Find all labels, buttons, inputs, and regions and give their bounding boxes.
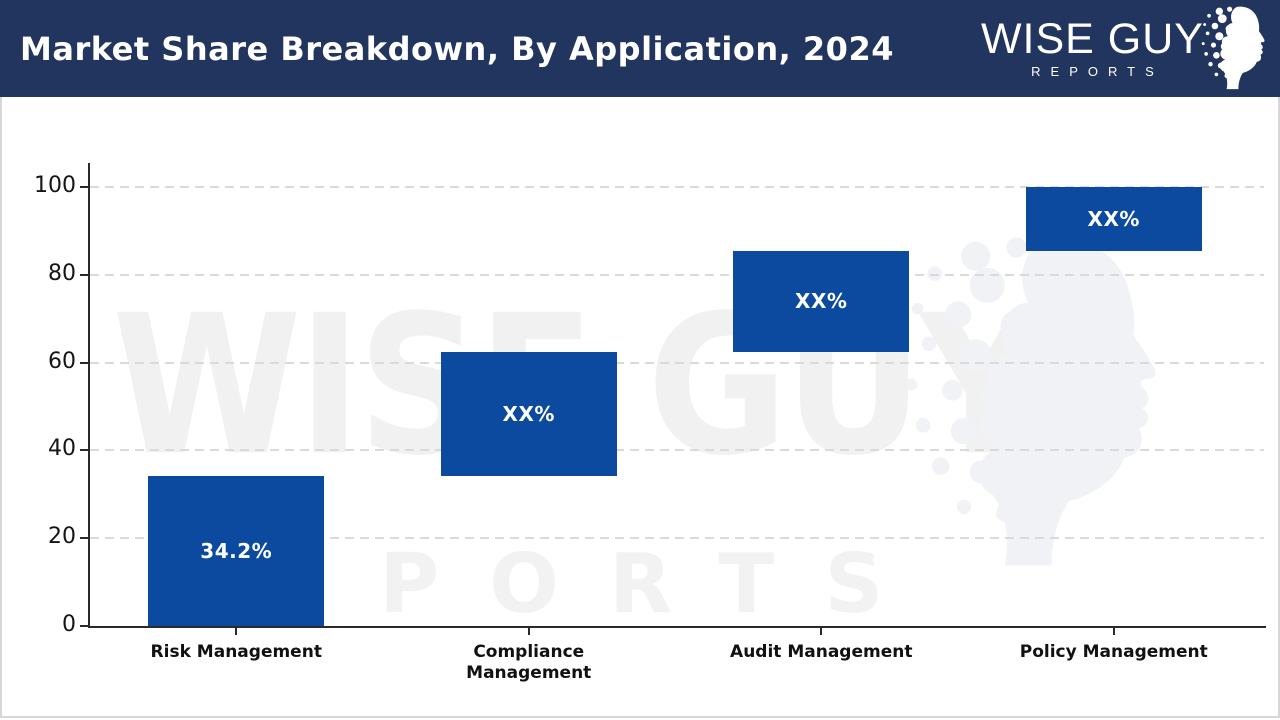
gridline-y-80 xyxy=(90,273,1264,276)
x-tick-label-policy-management: Policy Management xyxy=(1019,642,1208,662)
gridline-y-20 xyxy=(90,537,1264,540)
y-axis-line xyxy=(88,163,90,628)
y-tick-label-0: 0 xyxy=(62,612,76,637)
bar-policy-management: XX% xyxy=(1025,187,1202,251)
bar-value-label-audit-management: XX% xyxy=(795,289,848,314)
y-tick-mark-80 xyxy=(80,273,88,276)
bar-compliance-management: XX% xyxy=(440,352,617,476)
y-tick-mark-40 xyxy=(80,449,88,452)
x-axis-line xyxy=(88,626,1266,628)
gridline-y-100 xyxy=(90,186,1264,188)
bar-audit-management: XX% xyxy=(733,250,910,353)
y-tick-label-40: 40 xyxy=(48,436,76,462)
chart-canvas: WISE GUY REPORTS 0 20 40 60 80 100 34.2% Risk M… xyxy=(0,97,1280,718)
logo-wordmark: WISE GUY xyxy=(980,14,1204,63)
bar-risk-management: 34.2% xyxy=(148,475,325,626)
y-tick-label-80: 80 xyxy=(48,260,76,286)
y-tick-label-100: 100 xyxy=(34,173,76,198)
x-tick-label-risk-management: Risk Management xyxy=(150,642,322,662)
plot-area: 0 20 40 60 80 100 34.2% Risk Management XX% Compl… xyxy=(2,97,1278,716)
header-bar: Market Share Breakdown, By Application, … xyxy=(0,0,1280,97)
x-tick-mark-policy-management xyxy=(1112,628,1115,635)
x-tick-mark-audit-management xyxy=(820,628,823,635)
logo-text: WISE GUY REPORTS xyxy=(980,14,1204,79)
y-tick-label-60: 60 xyxy=(48,348,76,374)
wise-guy-logo: WISE GUY REPORTS xyxy=(981,4,1272,92)
logo-face-icon xyxy=(1201,6,1265,90)
y-tick-mark-0 xyxy=(80,625,88,627)
gridline-y-60 xyxy=(90,361,1264,364)
y-tick-label-20: 20 xyxy=(48,524,76,550)
x-tick-mark-risk-management xyxy=(235,628,238,635)
logo-subtitle: REPORTS xyxy=(1031,63,1164,79)
bar-value-label-risk-management: 34.2% xyxy=(200,538,273,563)
y-tick-mark-100 xyxy=(80,186,88,188)
gridline-y-40 xyxy=(90,449,1264,452)
x-tick-label-audit-management: Audit Management xyxy=(730,642,913,662)
y-tick-mark-60 xyxy=(80,361,88,364)
bar-value-label-compliance-management: XX% xyxy=(502,401,555,426)
chart-title: Market Share Breakdown, By Application, … xyxy=(20,29,894,68)
x-tick-label-compliance-management: Compliance Management xyxy=(466,642,592,684)
x-tick-mark-compliance-management xyxy=(527,628,530,635)
y-tick-mark-20 xyxy=(80,537,88,540)
bar-value-label-policy-management: XX% xyxy=(1087,206,1140,231)
